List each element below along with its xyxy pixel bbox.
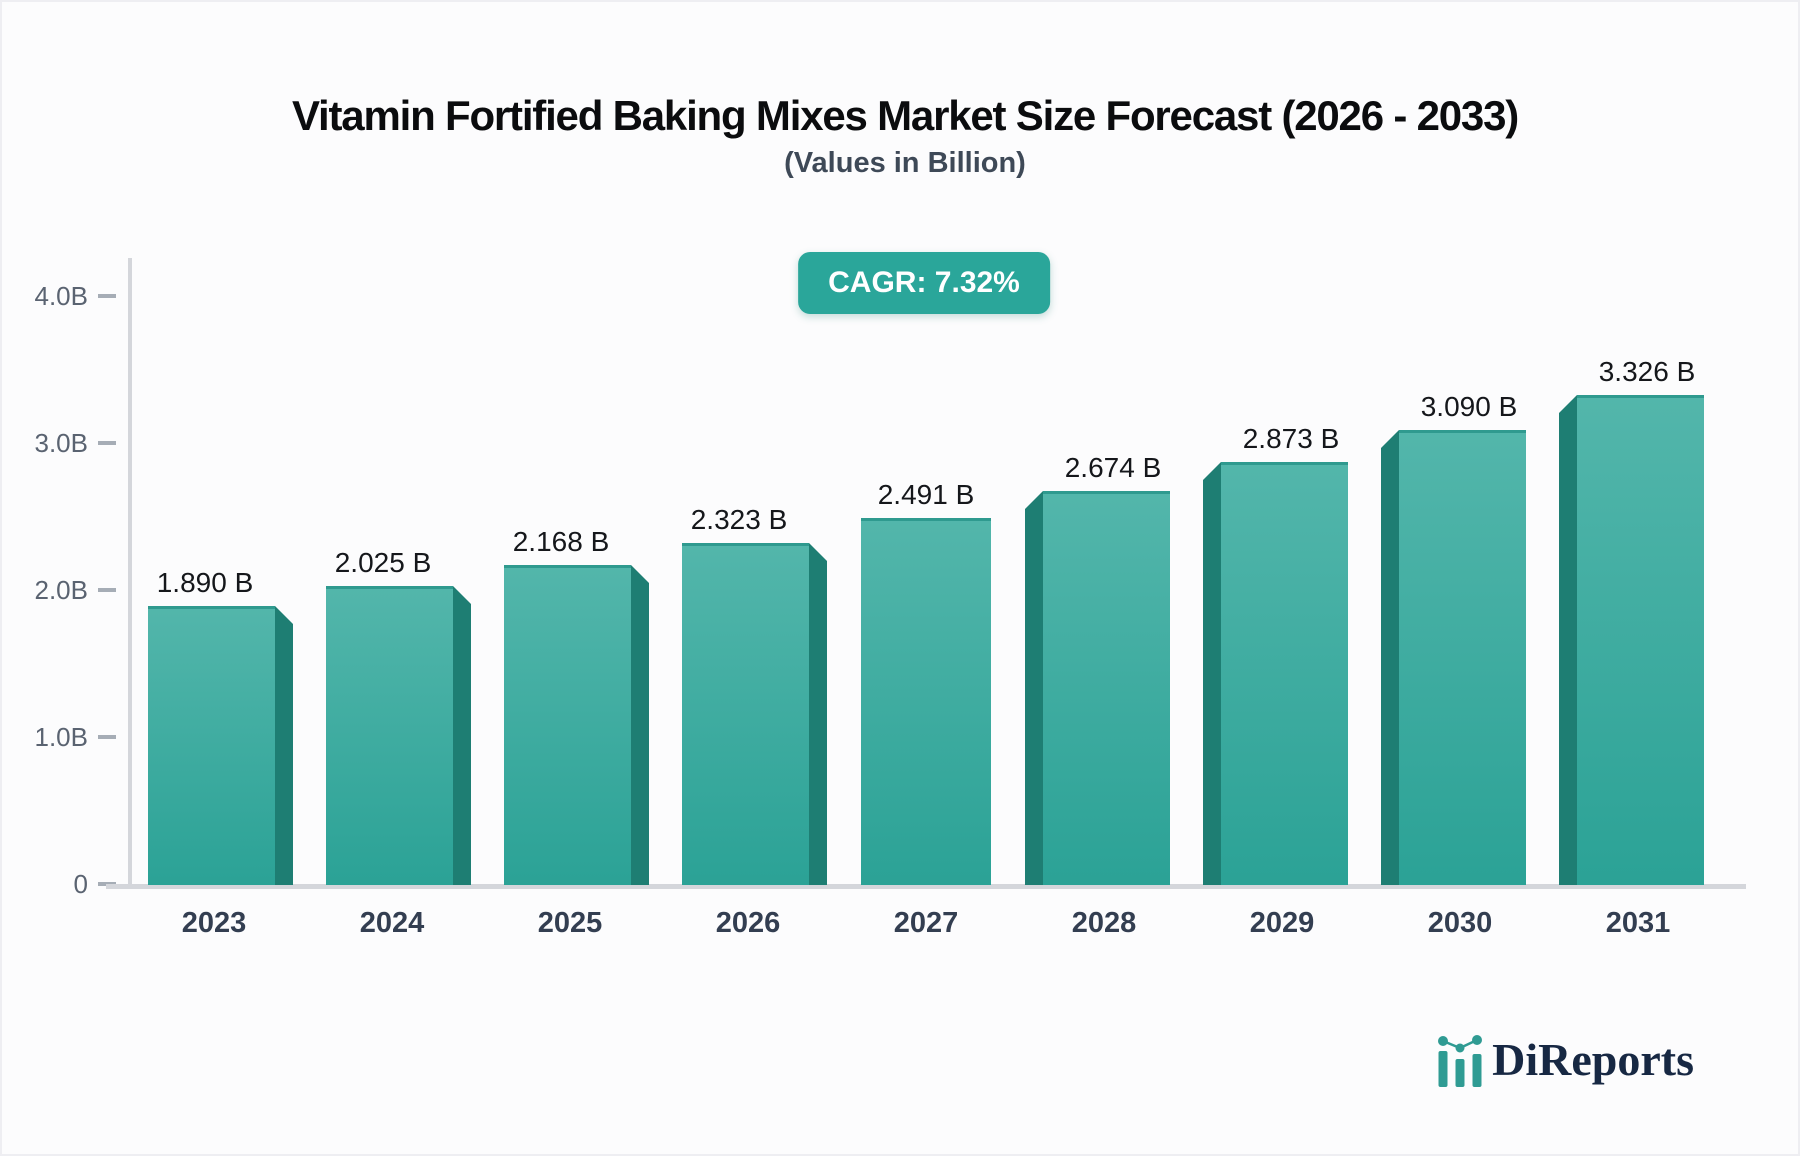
bar-2024 [326, 586, 453, 885]
bar-top-edge [504, 565, 631, 568]
logo-bar [1455, 1059, 1465, 1087]
x-axis-category-label: 2026 [716, 907, 781, 939]
bar-top-edge [1399, 430, 1526, 433]
x-axis-category-label: 2029 [1250, 907, 1315, 939]
chart-title: Vitamin Fortified Baking Mixes Market Si… [291, 92, 1519, 139]
brand-logo: DiReports [1437, 1032, 1694, 1088]
bar-value-label: 1.890 B [157, 567, 254, 598]
bar-top-edge [682, 543, 809, 546]
x-axis-category-label: 2031 [1606, 907, 1671, 939]
logo-dot [1455, 1043, 1465, 1053]
x-axis-line [106, 884, 1746, 889]
bar-2023 [148, 606, 275, 885]
logo-bar [1438, 1051, 1448, 1087]
bar-side-face [809, 543, 827, 885]
bar-top-edge [148, 606, 275, 609]
bar-2030 [1399, 430, 1526, 885]
bar-side-face [631, 565, 649, 885]
y-axis-tick-label: 4.0B [35, 281, 89, 311]
bar-side-face [1203, 462, 1221, 885]
bar-top-edge [326, 586, 453, 589]
y-axis-tick-label: 1.0B [35, 722, 89, 752]
logo-dot [1438, 1036, 1449, 1046]
bar-value-label: 2.873 B [1243, 423, 1340, 454]
x-axis-category-label: 2030 [1428, 907, 1493, 939]
cagr-badge: CAGR: 7.32% [798, 252, 1050, 314]
bar-value-label: 2.168 B [513, 526, 610, 557]
bar-side-face [1381, 430, 1399, 885]
bar-value-label: 2.323 B [691, 504, 788, 535]
bar-top-edge [1577, 395, 1704, 398]
y-axis-tick-label: 0 [74, 869, 88, 899]
x-axis-category-label: 2024 [360, 907, 425, 939]
x-axis-category-label: 2023 [182, 907, 247, 939]
bar-2025 [504, 565, 631, 885]
y-axis-tick-label: 2.0B [35, 575, 89, 605]
bar-value-label: 2.674 B [1065, 452, 1162, 483]
bar-2027 [861, 518, 991, 885]
x-axis-category-label: 2027 [894, 907, 959, 939]
y-axis-tick-label: 3.0B [35, 428, 89, 458]
bar-side-face [275, 606, 293, 885]
bar-value-label: 3.090 B [1421, 391, 1518, 422]
bar-value-label: 2.025 B [335, 547, 432, 578]
bar-side-face [1025, 491, 1043, 885]
chart-subtitle: (Values in Billion) [784, 147, 1026, 179]
logo-bar [1472, 1054, 1482, 1087]
bar-2029 [1221, 462, 1348, 885]
bar-2031 [1577, 395, 1704, 885]
x-axis-category-label: 2028 [1072, 907, 1137, 939]
brand-logo-text: DiReports [1492, 1034, 1694, 1085]
bar-side-face [1559, 395, 1577, 885]
bar-top-edge [1221, 462, 1348, 465]
bar-value-label: 3.326 B [1599, 356, 1696, 387]
bar-top-edge [861, 518, 991, 521]
bar-2026 [682, 543, 809, 885]
bar-2028 [1043, 491, 1170, 885]
logo-dot [1472, 1035, 1483, 1045]
bar-top-edge [1043, 491, 1170, 494]
bar-side-face [453, 586, 471, 885]
brand-logo-icon [1438, 1035, 1483, 1087]
bar-value-label: 2.491 B [878, 479, 975, 510]
x-axis-category-label: 2025 [538, 907, 603, 939]
